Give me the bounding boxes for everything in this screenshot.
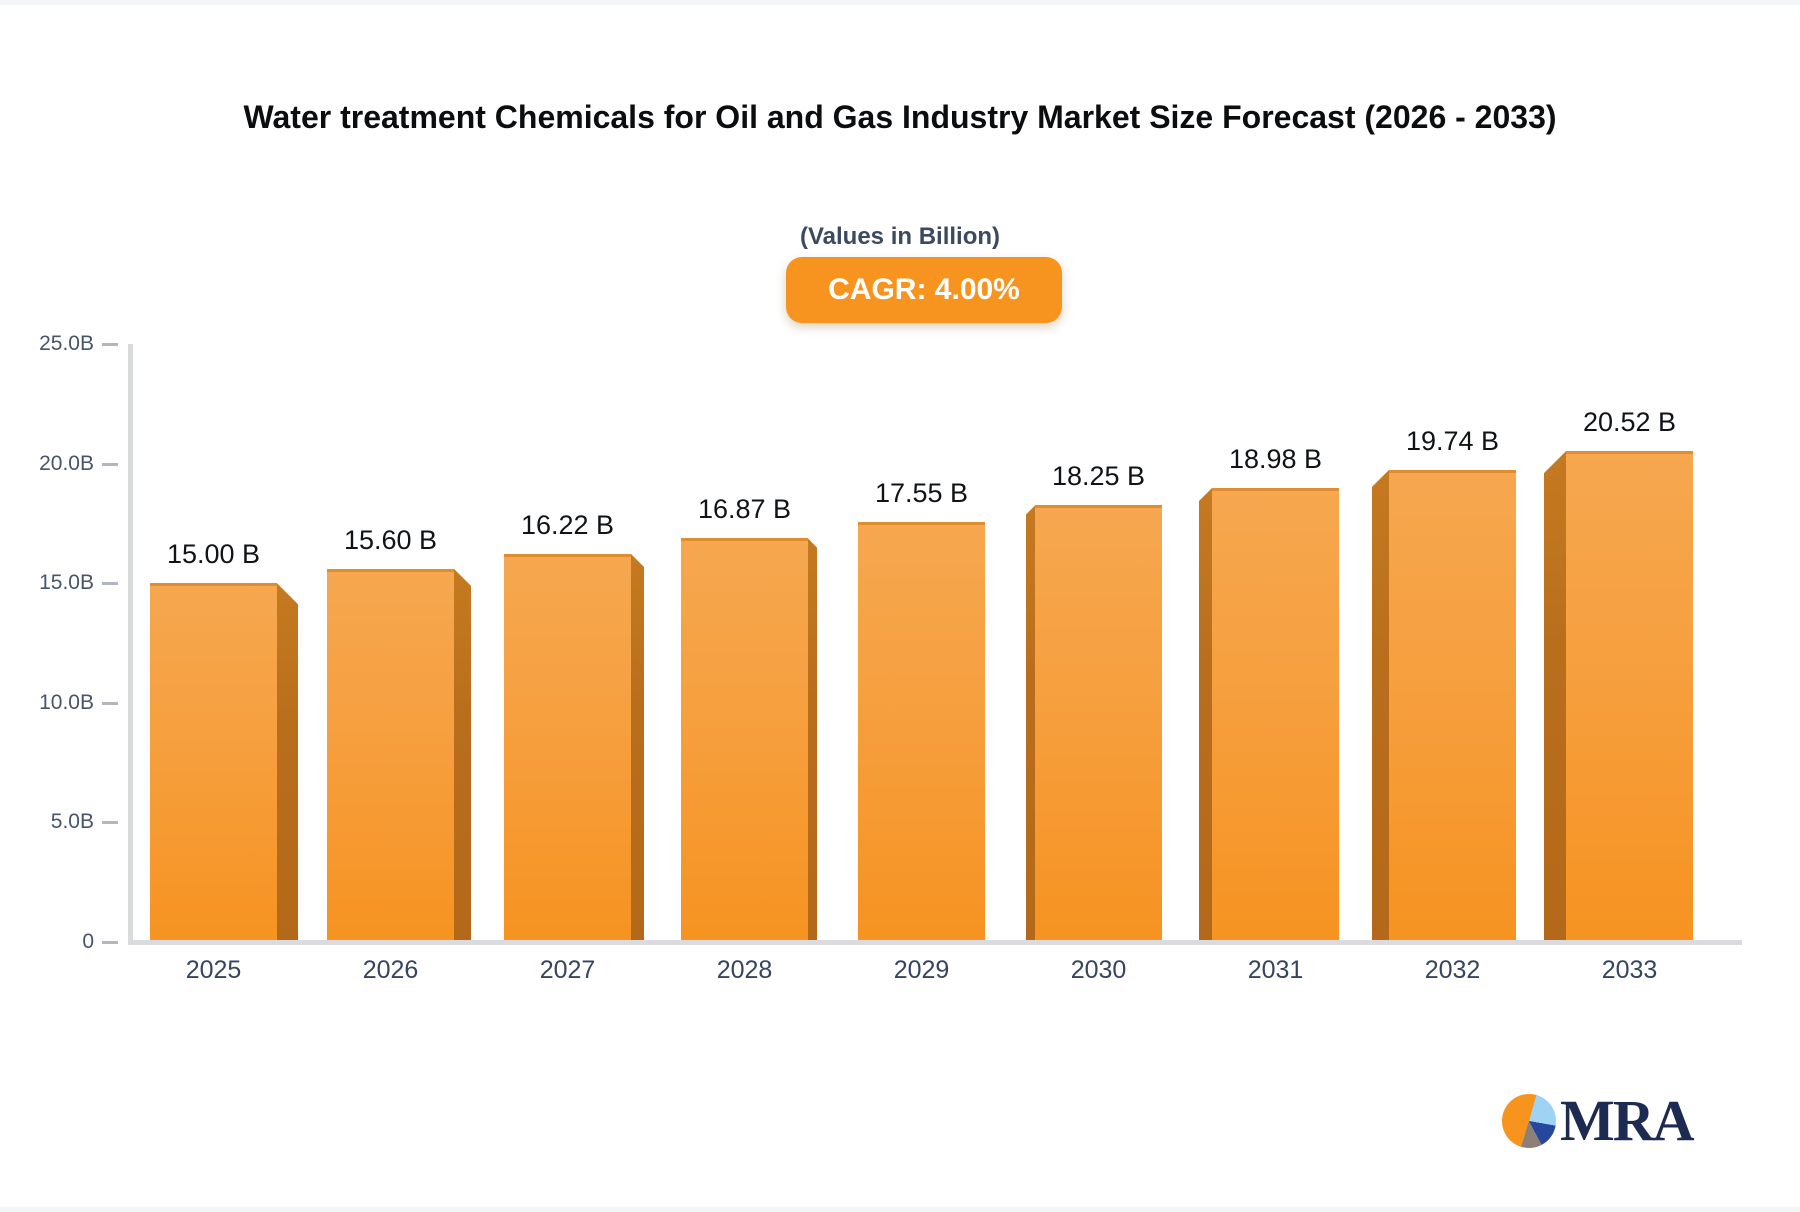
y-tick-dash [102, 462, 118, 466]
bar-2027 [504, 554, 631, 942]
bar-2033 [1566, 451, 1693, 942]
x-axis-label-2028: 2028 [716, 956, 773, 984]
bar-side-2028 [808, 538, 817, 942]
bar-value-label-2026: 15.60 B [343, 524, 438, 555]
bar-side-2032 [1372, 469, 1389, 942]
x-axis-label-2032: 2032 [1424, 956, 1481, 984]
bar-side-2025 [277, 583, 298, 942]
bar-2028 [681, 538, 808, 942]
bar-value-label-2027: 16.22 B [520, 510, 615, 541]
x-axis-label-2029: 2029 [893, 956, 950, 984]
logo-text: MRA [1560, 1088, 1695, 1153]
x-axis-label-2027: 2027 [539, 956, 596, 984]
bar-side-2030 [1026, 505, 1035, 942]
bar-value-label-2030: 18.25 B [1051, 461, 1146, 492]
bar-value-label-2029: 17.55 B [874, 478, 969, 509]
y-tick-dash [102, 821, 118, 825]
bar-side-2026 [454, 568, 471, 942]
x-axis-label-2026: 2026 [362, 956, 419, 984]
bar-value-label-2033: 20.52 B [1582, 407, 1677, 438]
y-tick-dash [102, 343, 118, 346]
y-tick-label: 0 [82, 930, 94, 953]
y-tick-label: 10.0B [39, 690, 94, 714]
x-axis-label-2031: 2031 [1247, 956, 1304, 984]
bar-2030 [1035, 505, 1162, 942]
y-tick-dash [102, 701, 118, 705]
x-axis-label-2025: 2025 [185, 956, 242, 984]
bar-2032 [1389, 469, 1516, 942]
bar-value-label-2031: 18.98 B [1228, 443, 1323, 474]
bar-2031 [1212, 487, 1339, 942]
y-tick-label: 15.0B [39, 571, 94, 595]
bar-side-2031 [1199, 487, 1212, 942]
bar-value-label-2025: 15.00 B [166, 539, 261, 570]
page-top-border [0, 0, 1800, 5]
bar-2026 [327, 568, 454, 942]
pie-chart-logo-icon [1502, 1094, 1556, 1148]
y-tick-dash [102, 582, 118, 586]
x-axis-label-2030: 2030 [1070, 956, 1127, 984]
y-tick-label: 25.0B [39, 332, 94, 355]
cagr-badge: CAGR: 4.00% [786, 257, 1062, 323]
bar-value-label-2028: 16.87 B [697, 494, 792, 525]
y-tick-label: 20.0B [39, 451, 94, 475]
bar-2025 [150, 583, 277, 942]
bar-value-label-2032: 19.74 B [1405, 425, 1500, 456]
chart-subtitle: (Values in Billion) [799, 223, 1001, 250]
page-bottom-border [0, 1207, 1800, 1212]
mra-logo: MRA [1502, 1088, 1695, 1153]
x-axis-label-2033: 2033 [1601, 956, 1658, 984]
y-axis-line [128, 344, 133, 945]
x-axis-baseline [128, 940, 1742, 945]
y-tick-dash [102, 941, 118, 944]
bar-side-2027 [631, 554, 644, 942]
y-tick-label: 5.0B [50, 810, 94, 834]
bar-side-2033 [1544, 451, 1566, 942]
bar-2029 [858, 522, 985, 942]
chart-title: Water treatment Chemicals for Oil and Ga… [243, 99, 1557, 135]
